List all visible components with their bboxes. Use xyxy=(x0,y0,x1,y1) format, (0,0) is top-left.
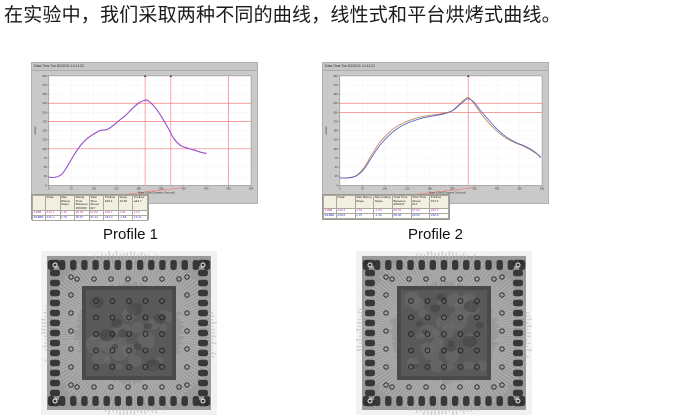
chart-2-data-table: Peak Max Rising Slope Max Falling Slope Tot… xyxy=(322,194,450,220)
svg-text:490: 490 xyxy=(204,186,209,190)
table-header-row: Peak Max Rising Slope Max Falling Slope Tot… xyxy=(323,195,449,209)
svg-text:50: 50 xyxy=(44,165,47,169)
intro-paragraph: 在实验中，我们采取两种不同的曲线，线性式和平台烘烤式曲线。 xyxy=(4,5,561,26)
svg-text:210: 210 xyxy=(405,186,410,190)
table-cell: -1.58 xyxy=(117,215,134,221)
svg-text:150: 150 xyxy=(333,129,338,133)
table-cell: 38.07 xyxy=(74,215,90,221)
svg-text:225: 225 xyxy=(42,101,47,105)
table-header-cell: Slope 13.60 xyxy=(117,194,134,212)
svg-text:50: 50 xyxy=(335,165,338,169)
table-header-cell: Total Time Between 263/217 xyxy=(391,195,412,209)
svg-text:490: 490 xyxy=(495,186,500,190)
table-cell: 234.0 xyxy=(103,215,119,221)
svg-text:125: 125 xyxy=(42,138,47,142)
svg-text:70: 70 xyxy=(361,186,364,190)
table-header-cell: Preflow a24.7 xyxy=(132,194,148,212)
caption-profile-2: Profile 2 xyxy=(408,226,464,243)
table-row-key: 14.000 xyxy=(32,215,46,221)
svg-text:560: 560 xyxy=(226,186,231,190)
svg-text:150: 150 xyxy=(42,129,47,133)
chart-1-titlebar: Data Time Tue 8/2/2011 14:11:22 xyxy=(32,63,257,71)
table-row: 14.000 238.8 1.15 -1.46 88.08 80.05 238.5 xyxy=(323,213,449,219)
svg-text:200: 200 xyxy=(42,110,47,114)
svg-text:175: 175 xyxy=(42,119,47,123)
table-header-cell: Peak xyxy=(336,195,356,209)
table-cell: 67.14 xyxy=(88,215,105,221)
table-header-cell: Total Time Above 217 xyxy=(410,195,431,209)
table-header-cell: Preflow 220.1 xyxy=(103,194,119,212)
chart-window-profile-1: Data Time Tue 8/2/2011 14:11:22 0 25 50 75 1… xyxy=(31,62,258,204)
table-header-cell xyxy=(323,195,337,209)
chart-2-titlebar: Data Time Tue 8/2/2011 14:11:22 xyxy=(323,63,548,71)
svg-text:250: 250 xyxy=(333,92,338,96)
svg-text:0: 0 xyxy=(45,183,47,187)
svg-text:125: 125 xyxy=(333,138,338,142)
svg-text:140: 140 xyxy=(383,186,388,190)
svg-text:210: 210 xyxy=(114,186,119,190)
chart-1-plot: 0 25 50 75 100 125 150 175 200 225 250 275 300 0 70 140… xyxy=(32,71,257,203)
table-header-cell: Preflow 371.1 xyxy=(429,195,449,209)
table-cell: 238.5 xyxy=(429,213,449,219)
table-cell: 1.70 xyxy=(59,215,76,221)
table-cell: 80.05 xyxy=(410,213,431,219)
svg-text:275: 275 xyxy=(333,83,338,87)
chart-window-profile-2: Data Time Tue 8/2/2011 14:11:22 0 25 50 75 1… xyxy=(322,62,549,204)
svg-text:Celsius: Celsius xyxy=(324,126,328,135)
svg-text:560: 560 xyxy=(517,186,522,190)
table-cell: 13.21 xyxy=(132,215,148,221)
svg-text:275: 275 xyxy=(42,83,47,87)
svg-text:0: 0 xyxy=(336,183,338,187)
svg-text:0: 0 xyxy=(339,186,341,190)
svg-text:350: 350 xyxy=(159,186,164,190)
svg-text:630: 630 xyxy=(540,186,545,190)
table-cell: -1.46 xyxy=(373,213,393,219)
svg-text:225: 225 xyxy=(333,101,338,105)
table-header-cell: Peak xyxy=(45,194,61,212)
svg-text:300: 300 xyxy=(333,74,338,78)
svg-text:75: 75 xyxy=(335,156,338,160)
table-cell: 238.8 xyxy=(336,213,356,219)
solder-joint-xray-profile-1 xyxy=(41,251,217,415)
table-row-key: 14.000 xyxy=(323,213,337,219)
svg-text:420: 420 xyxy=(473,186,478,190)
svg-text:100: 100 xyxy=(42,147,47,151)
svg-text:140: 140 xyxy=(92,186,97,190)
table-header-cell: Max Rising Slope xyxy=(354,195,375,209)
table-header-cell: Total Time Above 217 xyxy=(88,194,105,212)
svg-text:350: 350 xyxy=(450,186,455,190)
caption-profile-1: Profile 1 xyxy=(103,226,159,243)
chart-1-data-table: Peak Max Rising Slope Rising Time Between 1… xyxy=(31,194,149,221)
table-header-cell: Max Rising Slope xyxy=(59,194,76,212)
svg-text:75: 75 xyxy=(44,156,47,160)
solder-joint-xray-profile-2 xyxy=(356,251,532,415)
svg-text:630: 630 xyxy=(249,186,254,190)
svg-text:420: 420 xyxy=(182,186,187,190)
svg-text:250: 250 xyxy=(42,92,47,96)
table-header-cell: Max Falling Slope xyxy=(373,195,393,209)
svg-text:70: 70 xyxy=(70,186,73,190)
svg-text:0: 0 xyxy=(48,186,50,190)
table-header-cell xyxy=(32,194,46,212)
chart-2-plot: 0 25 50 75 100 125 150 175 200 225 250 275 300 0 70 140… xyxy=(323,71,548,203)
table-cell: 88.08 xyxy=(391,213,412,219)
svg-text:Slope (C/sec) Degrees C/second: Slope (C/sec) Degrees C/second) xyxy=(429,192,466,195)
svg-text:175: 175 xyxy=(333,119,338,123)
svg-text:Slope (C/sec) Degrees C/second: Slope (C/sec) Degrees C/second) xyxy=(138,192,175,195)
table-row: 14.000 241.1 1.70 38.07 67.14 234.0 -1.58 13.21 xyxy=(32,215,148,221)
svg-text:280: 280 xyxy=(137,186,142,190)
svg-text:25: 25 xyxy=(44,174,47,178)
table-chart-1: Peak Max Rising Slope Rising Time Between 1… xyxy=(32,194,148,221)
table-header-cell: Rising Time Between 150/180 xyxy=(74,194,90,212)
svg-text:100: 100 xyxy=(333,147,338,151)
svg-text:280: 280 xyxy=(428,186,433,190)
table-cell: 241.1 xyxy=(45,215,61,221)
svg-text:Celsius: Celsius xyxy=(33,126,37,135)
table-chart-2: Peak Max Rising Slope Max Falling Slope Tot… xyxy=(323,195,449,219)
svg-text:25: 25 xyxy=(335,174,338,178)
table-header-row: Peak Max Rising Slope Rising Time Between 1… xyxy=(32,194,148,212)
table-cell: 1.15 xyxy=(354,213,375,219)
svg-text:300: 300 xyxy=(42,74,47,78)
svg-text:200: 200 xyxy=(333,110,338,114)
